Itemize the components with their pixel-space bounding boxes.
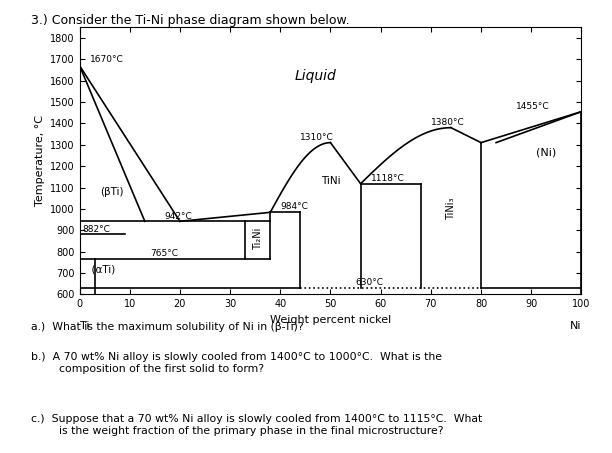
Text: 3.) Consider the Ti-Ni phase diagram shown below.: 3.) Consider the Ti-Ni phase diagram sho…: [31, 14, 349, 27]
Text: c.)  Suppose that a 70 wt% Ni alloy is slowly cooled from 1400°C to 1115°C.  Wha: c.) Suppose that a 70 wt% Ni alloy is sl…: [31, 414, 482, 436]
Text: 1310°C: 1310°C: [300, 133, 334, 142]
Text: TiNi₃: TiNi₃: [446, 198, 456, 220]
Text: 1670°C: 1670°C: [89, 55, 124, 64]
Text: Liquid: Liquid: [294, 69, 337, 83]
Y-axis label: Temperature, °C: Temperature, °C: [34, 116, 45, 206]
Text: (Ni): (Ni): [536, 147, 556, 157]
Text: 1455°C: 1455°C: [516, 102, 550, 111]
Text: 1118°C: 1118°C: [371, 173, 405, 183]
Text: 765°C: 765°C: [150, 250, 178, 258]
Text: a.)  What is the maximum solubility of Ni in (β-Ti)?: a.) What is the maximum solubility of Ni…: [31, 322, 303, 332]
Text: 630°C: 630°C: [356, 278, 384, 287]
Text: Ti: Ti: [80, 321, 89, 331]
Text: (βTi): (βTi): [100, 187, 123, 197]
Text: Ti₂Ni: Ti₂Ni: [253, 228, 263, 250]
Text: 1380°C: 1380°C: [431, 118, 465, 127]
X-axis label: Weight percent nickel: Weight percent nickel: [270, 315, 391, 325]
Text: 882°C: 882°C: [82, 225, 110, 234]
Text: 984°C: 984°C: [280, 202, 308, 211]
Text: 942°C: 942°C: [165, 212, 193, 221]
Text: b.)  A 70 wt% Ni alloy is slowly cooled from 1400°C to 1000°C.  What is the
    : b.) A 70 wt% Ni alloy is slowly cooled f…: [31, 352, 442, 374]
Text: (αTi): (αTi): [84, 264, 115, 274]
Text: Ni: Ni: [570, 321, 581, 331]
Text: TiNi: TiNi: [321, 176, 340, 186]
